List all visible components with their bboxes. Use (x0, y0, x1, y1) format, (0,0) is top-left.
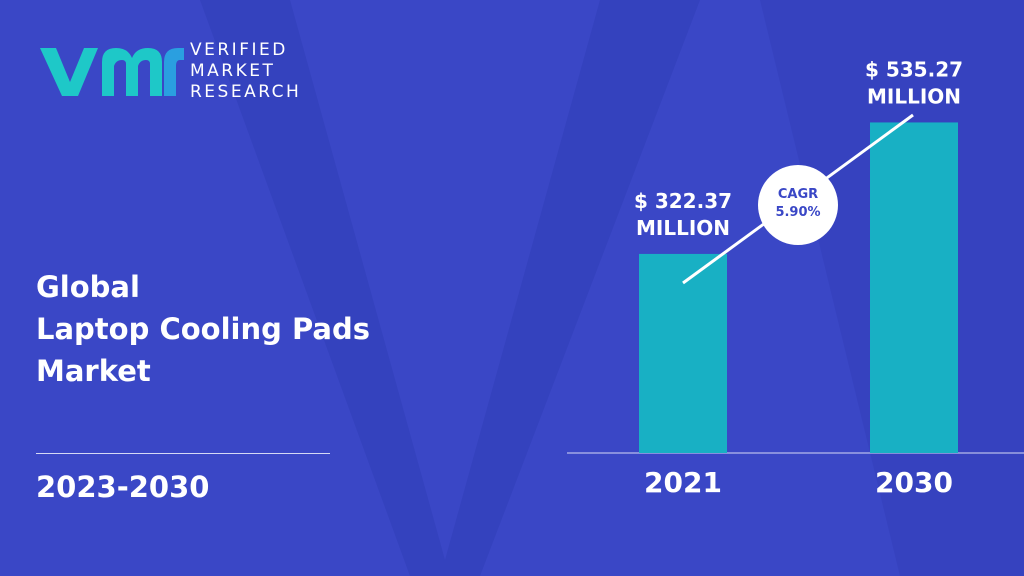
page-title: Global Laptop Cooling Pads Market (36, 266, 370, 392)
data-label-2030-line1: $ 535.27 (865, 57, 963, 81)
brand-name-line3: RESEARCH (190, 82, 302, 102)
x-tick-label-2030: 2030 (875, 466, 953, 499)
bar-2030 (870, 122, 958, 454)
brand-name: VERIFIED MARKET RESEARCH (190, 40, 301, 103)
title-line2: Laptop Cooling Pads (36, 312, 371, 346)
cagr-value: 5.90% (775, 205, 820, 220)
cagr-badge (758, 165, 838, 245)
x-tick-label-2021: 2021 (644, 466, 722, 499)
divider (36, 453, 330, 454)
brand-name-line1: VERIFIED (190, 40, 288, 60)
data-label-2030-line2: MILLION (867, 84, 961, 108)
vmr-logo-icon (40, 48, 184, 96)
title-line3: Market (36, 354, 151, 388)
brand-name-line2: MARKET (190, 61, 276, 81)
forecast-period: 2023-2030 (36, 470, 210, 504)
title-line1: Global (36, 270, 140, 304)
bar-2021 (639, 253, 727, 453)
data-label-2021-line2: MILLION (636, 216, 730, 240)
data-label-2021-line1: $ 322.37 (634, 189, 732, 213)
cagr-label: CAGR (778, 187, 818, 202)
